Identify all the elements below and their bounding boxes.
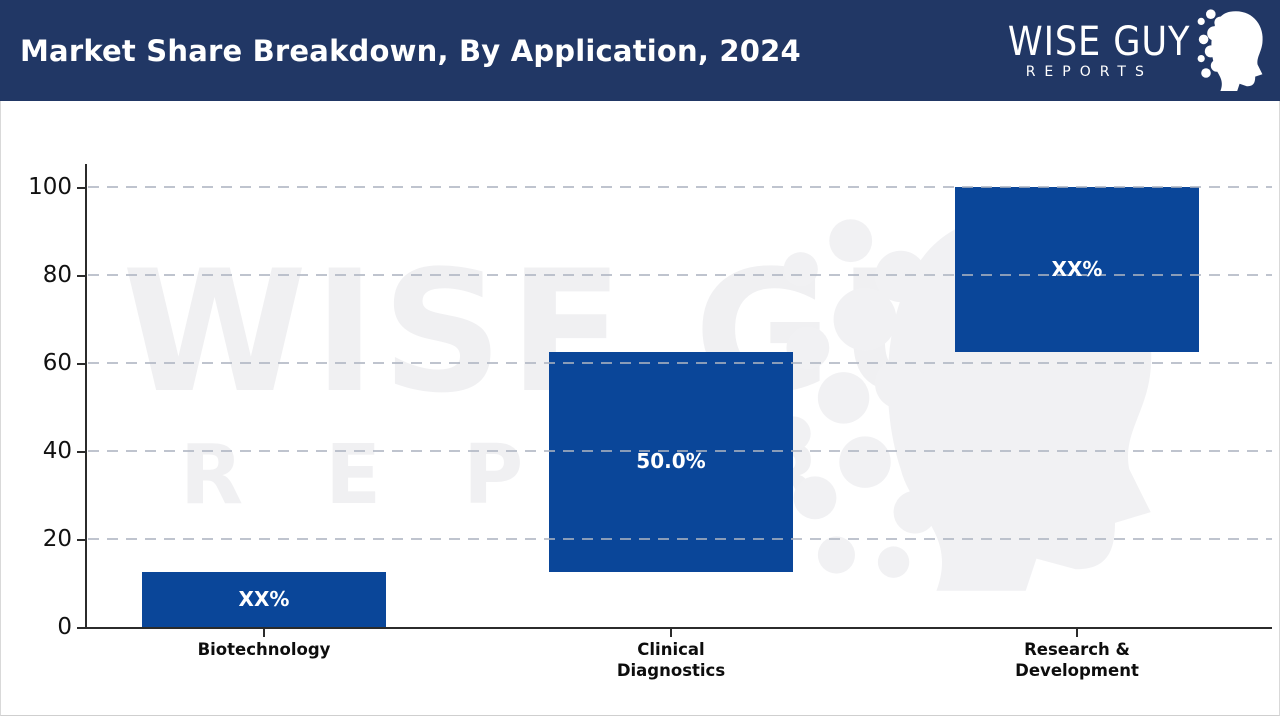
bar-value-label: XX%	[238, 586, 290, 611]
brand-subtitle: REPORTS	[1025, 63, 1153, 80]
y-tick-label: 0	[57, 614, 72, 640]
gridline	[88, 186, 1272, 188]
y-tick-label: 100	[28, 174, 72, 200]
y-tick-mark	[77, 363, 85, 365]
watermark-face-dots-icon	[750, 205, 1180, 609]
gridline	[88, 538, 1272, 540]
page-title: Market Share Breakdown, By Application, …	[20, 33, 801, 68]
bar-segment	[955, 187, 1199, 352]
gridline	[88, 450, 1272, 452]
brand-logo: WISE GUY REPORTS	[983, 0, 1266, 101]
y-tick-mark	[77, 187, 85, 189]
y-tick-mark	[77, 539, 85, 541]
brand-name: WISE GUY	[1007, 18, 1190, 65]
bar-value-label: XX%	[1051, 256, 1103, 281]
y-tick-label: 80	[42, 262, 72, 288]
y-tick-mark	[77, 451, 85, 453]
x-tick-mark	[1076, 629, 1078, 637]
x-tick-mark	[670, 629, 672, 637]
brand-logo-text: WISE GUY REPORTS	[983, 22, 1190, 80]
header-band: Market Share Breakdown, By Application, …	[0, 0, 1280, 101]
x-axis-spine	[85, 627, 1272, 629]
y-tick-mark	[77, 275, 85, 277]
y-tick-label: 60	[42, 350, 72, 376]
x-category-label: Research & Development	[1015, 640, 1139, 680]
x-tick-mark	[263, 629, 265, 637]
x-category-label: Biotechnology	[197, 640, 331, 659]
bar-segment	[549, 352, 793, 572]
y-tick-label: 20	[42, 526, 72, 552]
y-axis-spine	[85, 164, 87, 629]
y-tick-mark	[77, 627, 85, 629]
face-dots-logo-icon	[1194, 7, 1266, 95]
gridline	[88, 274, 1272, 276]
y-tick-label: 40	[42, 438, 72, 464]
bar-value-label: 50.0%	[636, 449, 706, 473]
gridline	[88, 362, 1272, 364]
x-category-label: Clinical Diagnostics	[616, 640, 726, 680]
bar-segment	[142, 572, 386, 627]
